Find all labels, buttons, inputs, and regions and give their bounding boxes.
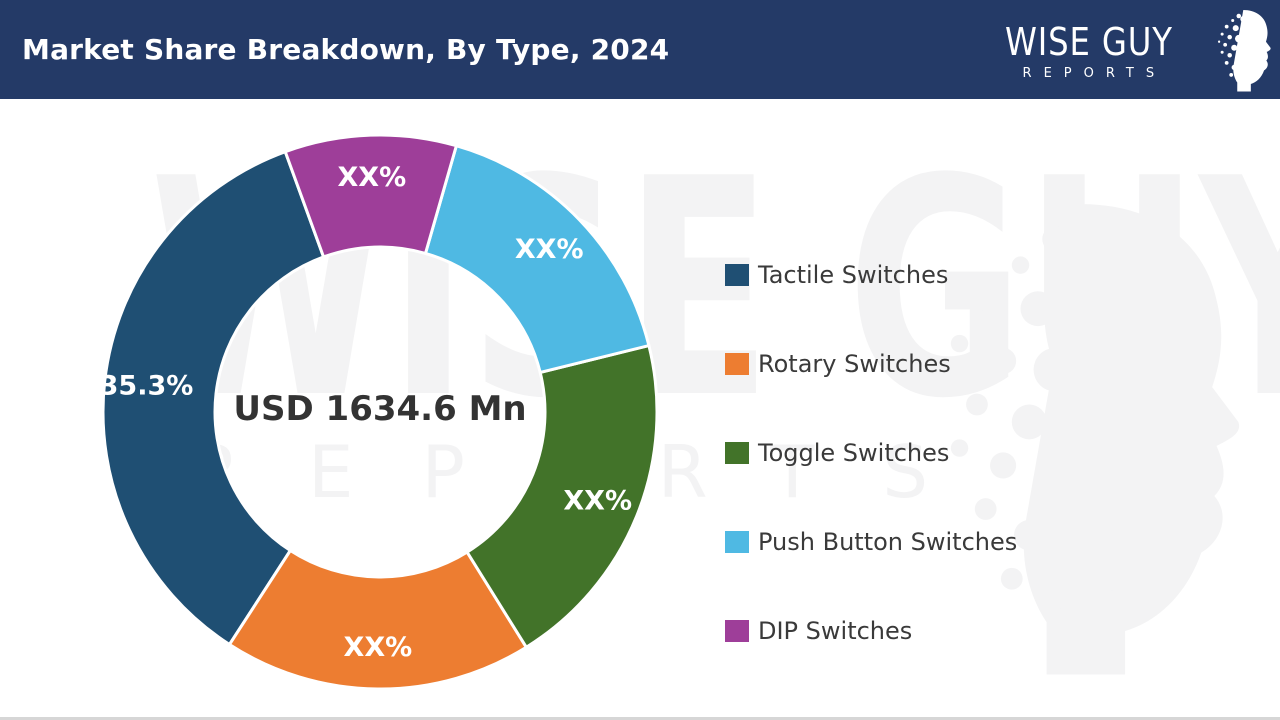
legend-label-tactile-switches: Tactile Switches xyxy=(758,261,949,289)
legend-swatch-push-button-switches xyxy=(725,531,749,553)
legend-item-dip-switches: DIP Switches xyxy=(725,617,1017,645)
bottom-divider xyxy=(0,717,1280,720)
legend-label-rotary-switches: Rotary Switches xyxy=(758,350,951,378)
donut-segment-rotary-switches xyxy=(227,548,529,691)
legend-item-tactile-switches: Tactile Switches xyxy=(725,261,1017,289)
donut-segment-toggle-switches xyxy=(465,343,659,650)
brand-logo-text: WISE GUY REPORTS xyxy=(1005,20,1202,81)
chart-legend: Tactile Switches Rotary Switches Toggle Sw… xyxy=(725,261,1018,645)
brand-wordmark: WISE GUY xyxy=(1004,19,1173,64)
donut-segment-tactile-switches xyxy=(101,149,326,647)
segment-value-label-push-button-switches: XX% xyxy=(515,234,584,265)
donut-segment-dip-switches xyxy=(283,133,459,259)
segment-value-label-tactile-switches: 35.3% xyxy=(100,371,194,402)
brand-face-icon xyxy=(1217,9,1271,92)
segment-value-label-toggle-switches: XX% xyxy=(563,485,632,516)
legend-swatch-dip-switches xyxy=(725,620,749,642)
segment-value-label-dip-switches: XX% xyxy=(337,162,406,193)
donut-segment-labels: 35.3% XX% XX% XX% XX% xyxy=(100,162,632,663)
legend-label-toggle-switches: Toggle Switches xyxy=(758,439,950,467)
page-title: Market Share Breakdown, By Type, 2024 xyxy=(22,33,670,66)
legend-label-dip-switches: DIP Switches xyxy=(758,617,913,645)
donut-segments xyxy=(101,133,659,691)
donut-center-value: USD 1634.6 Mn xyxy=(233,389,526,429)
legend-item-rotary-switches: Rotary Switches xyxy=(725,350,1017,378)
legend-swatch-toggle-switches xyxy=(725,442,749,464)
legend-swatch-rotary-switches xyxy=(725,353,749,375)
legend-swatch-tactile-switches xyxy=(725,264,749,286)
legend-item-push-button-switches: Push Button Switches xyxy=(725,528,1018,556)
segment-value-label-rotary-switches: XX% xyxy=(344,632,413,663)
legend-label-push-button-switches: Push Button Switches xyxy=(758,528,1018,556)
header-bar: Market Share Breakdown, By Type, 2024 WI… xyxy=(0,0,1280,99)
brand-logo: WISE GUY REPORTS xyxy=(1005,4,1272,96)
brand-reports-text: REPORTS xyxy=(1022,65,1167,81)
legend-item-toggle-switches: Toggle Switches xyxy=(725,439,1017,467)
